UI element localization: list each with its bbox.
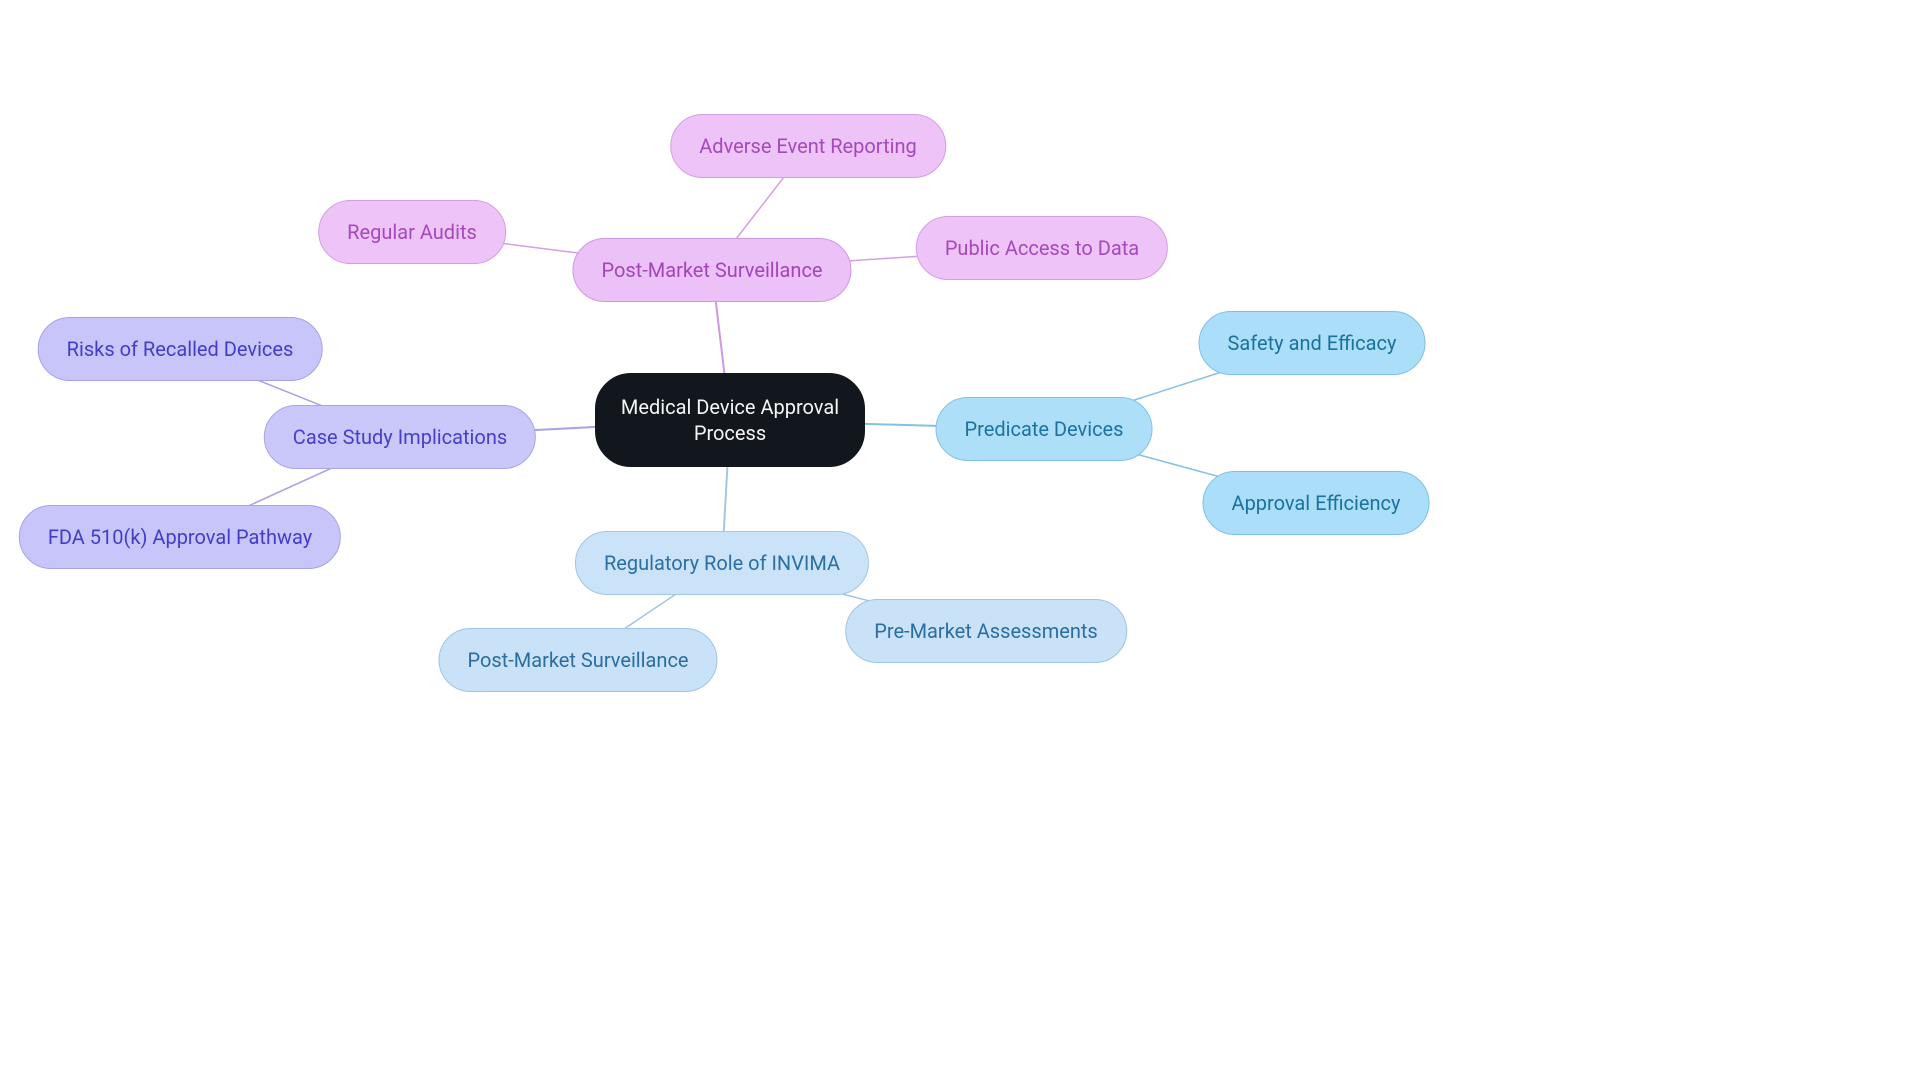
center-node: Medical Device Approval Process bbox=[595, 373, 865, 467]
node-invima: Regulatory Role of INVIMA bbox=[575, 531, 869, 595]
node-aer: Adverse Event Reporting bbox=[670, 114, 946, 178]
node-pms: Post-Market Surveillance bbox=[572, 238, 851, 302]
node-public: Public Access to Data bbox=[916, 216, 1168, 280]
node-safety: Safety and Efficacy bbox=[1199, 311, 1426, 375]
node-case: Case Study Implications bbox=[264, 405, 536, 469]
mindmap-diagram: Medical Device Approval Process Post-Mark… bbox=[0, 0, 1920, 1083]
node-premarket: Pre-Market Assessments bbox=[845, 599, 1127, 663]
node-predicate: Predicate Devices bbox=[936, 397, 1153, 461]
node-efficiency: Approval Efficiency bbox=[1203, 471, 1430, 535]
node-audits: Regular Audits bbox=[318, 200, 506, 264]
node-fda: FDA 510(k) Approval Pathway bbox=[19, 505, 341, 569]
node-risks: Risks of Recalled Devices bbox=[38, 317, 323, 381]
node-pms2: Post-Market Surveillance bbox=[438, 628, 717, 692]
